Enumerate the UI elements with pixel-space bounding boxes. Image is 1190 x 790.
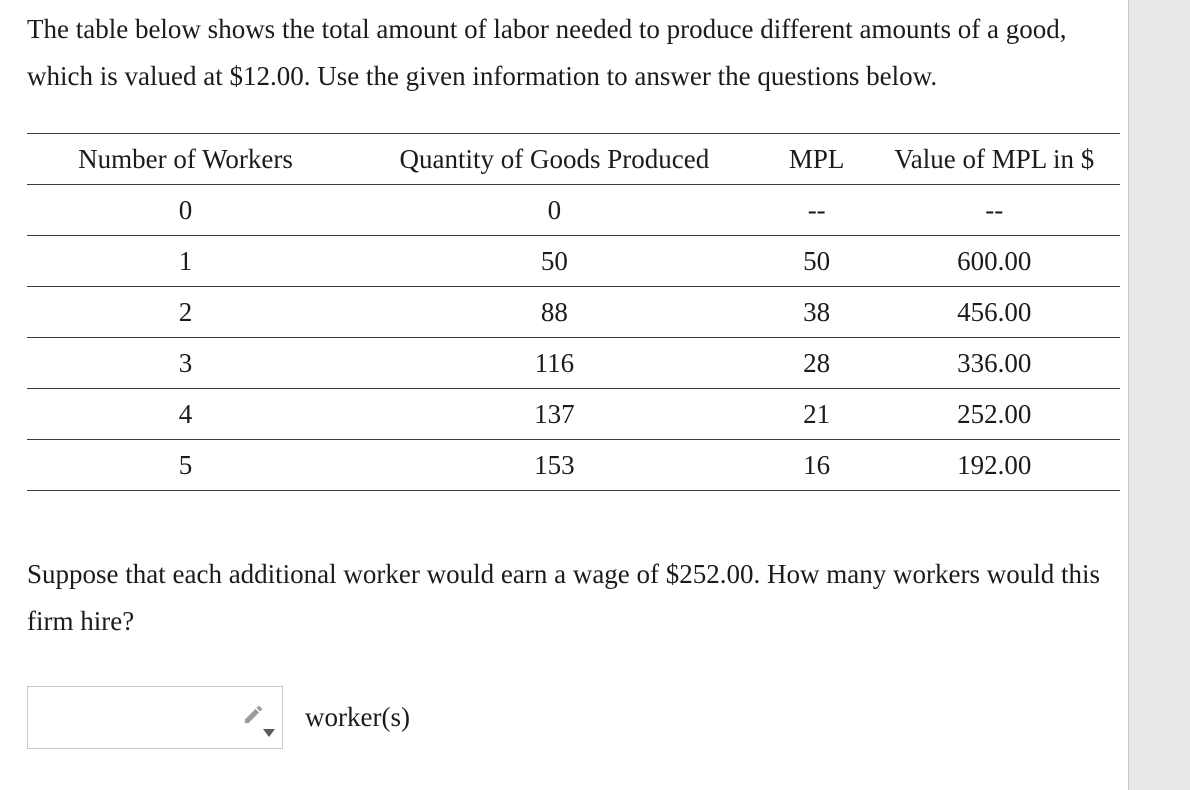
answer-unit-label: worker(s) [305, 702, 410, 732]
col-header-quantity: Quantity of Goods Produced [343, 133, 765, 185]
cell-quantity: 137 [343, 388, 765, 440]
cell-quantity: 116 [343, 337, 765, 389]
cell-value: 192.00 [868, 439, 1120, 491]
cell-mpl: 50 [764, 235, 869, 287]
table-row: 2 88 38 456.00 [27, 286, 1120, 338]
answer-box[interactable] [27, 686, 283, 749]
cell-mpl: 28 [764, 337, 869, 389]
table-row: 5 153 16 192.00 [27, 439, 1120, 491]
question-text: Suppose that each additional worker woul… [27, 559, 1100, 636]
table-header-row: Number of Workers Quantity of Goods Prod… [27, 133, 1120, 185]
table-row: 1 50 50 600.00 [27, 235, 1120, 287]
cell-workers: 1 [27, 235, 344, 287]
col-header-workers: Number of Workers [27, 133, 344, 185]
table-row: 3 116 28 336.00 [27, 337, 1120, 389]
answer-input[interactable] [28, 687, 254, 748]
cell-workers: 3 [27, 337, 344, 389]
col-header-mpl: MPL [764, 133, 869, 185]
cell-value: 336.00 [868, 337, 1120, 389]
cell-mpl: -- [764, 184, 869, 236]
pencil-icon[interactable] [242, 703, 265, 726]
cell-mpl: 16 [764, 439, 869, 491]
cell-mpl: 38 [764, 286, 869, 338]
mpl-table: Number of Workers Quantity of Goods Prod… [27, 133, 1120, 491]
col-header-value: Value of MPL in $ [868, 133, 1120, 185]
cell-workers: 4 [27, 388, 344, 440]
answer-row: worker(s) [27, 686, 1128, 749]
intro-text: The table below shows the total amount o… [27, 14, 1067, 91]
cell-quantity: 0 [343, 184, 765, 236]
caret-down-icon[interactable] [263, 729, 275, 737]
cell-workers: 2 [27, 286, 344, 338]
cell-quantity: 153 [343, 439, 765, 491]
table-row: 0 0 -- -- [27, 184, 1120, 236]
cell-value: 456.00 [868, 286, 1120, 338]
right-gutter [1128, 0, 1190, 790]
cell-value: -- [868, 184, 1120, 236]
cell-workers: 5 [27, 439, 344, 491]
cell-quantity: 50 [343, 235, 765, 287]
cell-value: 600.00 [868, 235, 1120, 287]
cell-quantity: 88 [343, 286, 765, 338]
cell-mpl: 21 [764, 388, 869, 440]
cell-workers: 0 [27, 184, 344, 236]
question-page: The table below shows the total amount o… [27, 14, 1128, 749]
table-row: 4 137 21 252.00 [27, 388, 1120, 440]
cell-value: 252.00 [868, 388, 1120, 440]
